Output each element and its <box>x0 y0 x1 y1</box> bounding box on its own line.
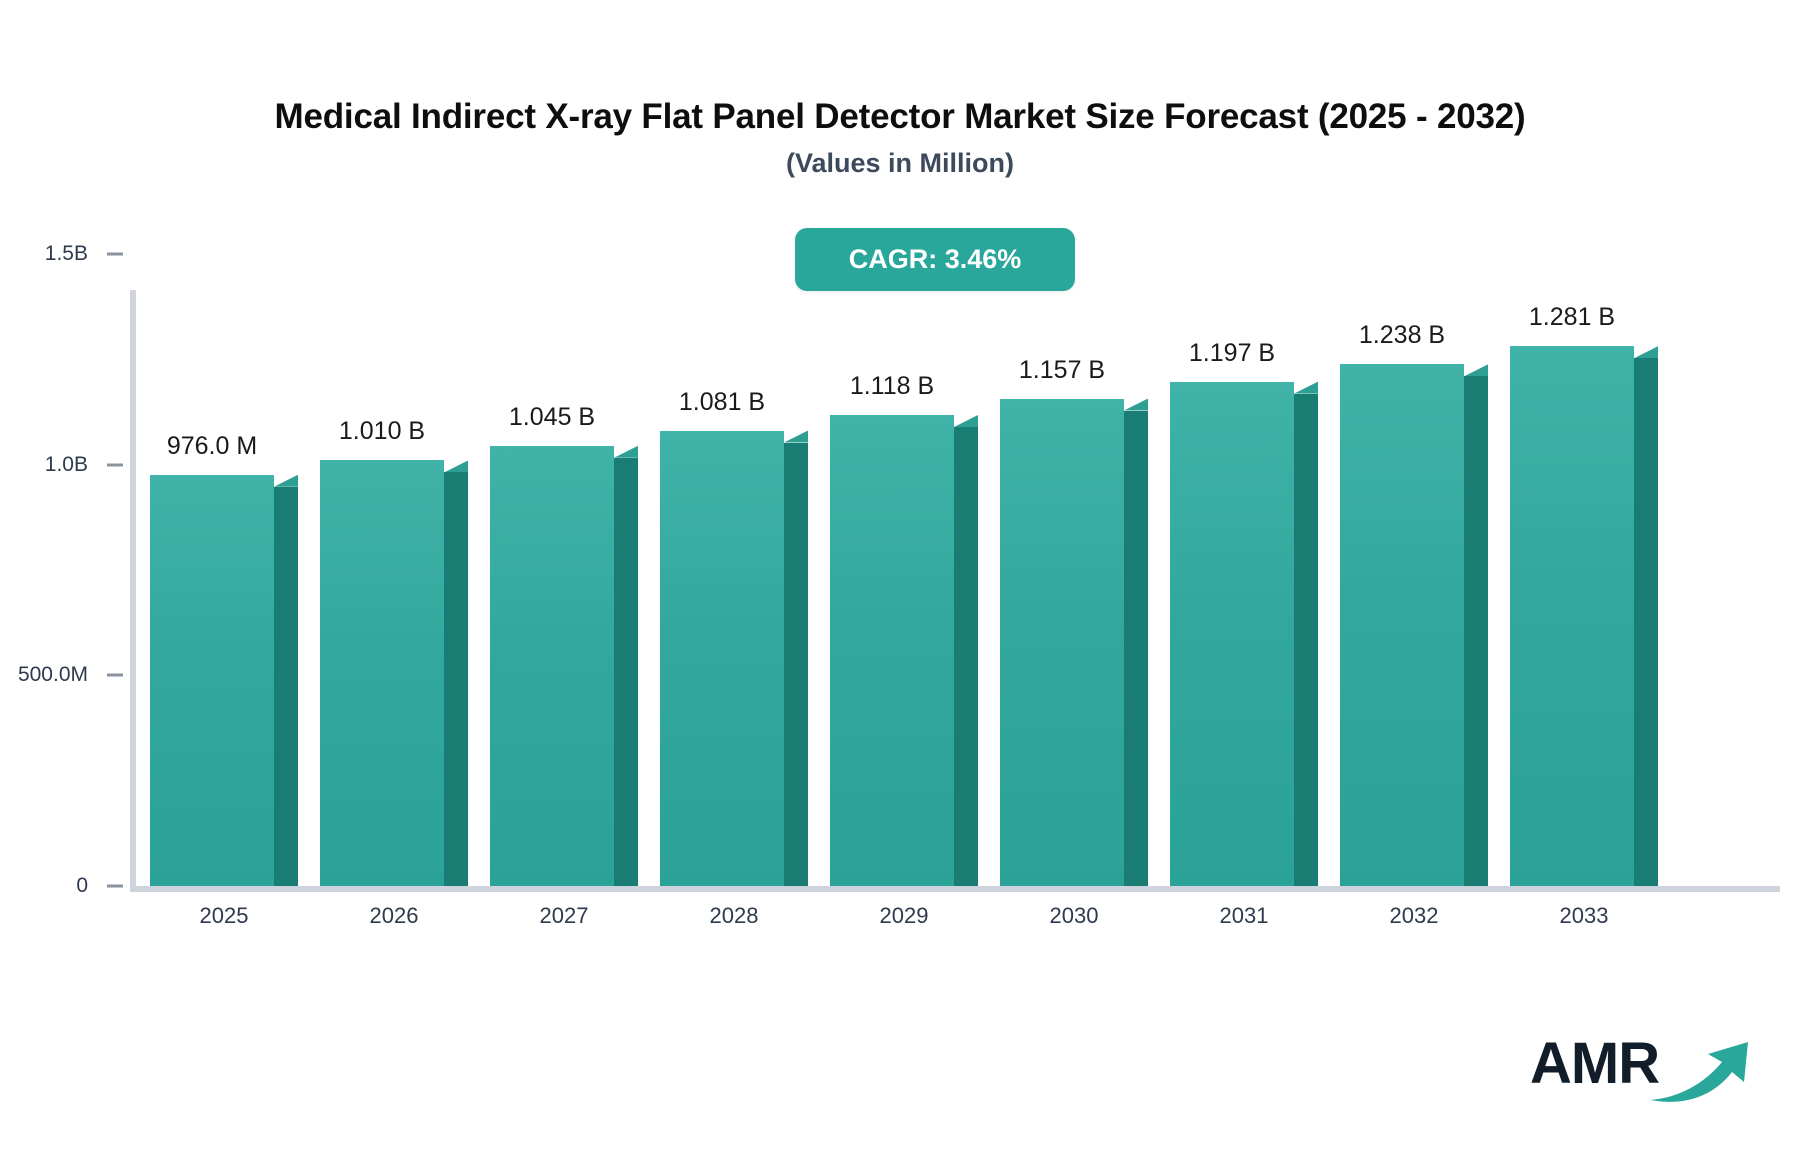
bar-value-label: 1.010 B <box>338 417 426 446</box>
bar-column[interactable]: 1.118 B <box>830 372 978 886</box>
bar-top-bevel <box>1294 381 1318 394</box>
bar-value-label: 1.281 B <box>1528 303 1616 332</box>
y-axis-tick-label: 1.0B <box>44 452 88 476</box>
bar-value-label: 1.238 B <box>1358 321 1446 350</box>
bar-side-face <box>614 457 638 886</box>
chart-title: Medical Indirect X-ray Flat Panel Detect… <box>274 97 1526 136</box>
bar-face <box>1000 398 1124 886</box>
bar-top-bevel <box>274 474 298 487</box>
bar-face <box>490 445 614 886</box>
bar-value-label: 976.0 M <box>166 431 258 460</box>
bar-side-face <box>1634 358 1658 886</box>
x-axis-tick-label: 2031 <box>1219 903 1269 928</box>
bar-value-label: 1.157 B <box>1018 355 1106 384</box>
y-axis-tick-mark <box>107 463 123 467</box>
cagr-badge: CAGR: 3.46% <box>795 228 1075 291</box>
bar-column[interactable]: 1.238 B <box>1340 321 1488 886</box>
bar-face <box>660 430 784 886</box>
cagr-badge-label: CAGR: 3.46% <box>848 244 1022 274</box>
x-axis-line <box>130 886 1780 892</box>
bar-top-bevel <box>1634 346 1658 359</box>
y-axis-tick-label: 0 <box>76 874 88 897</box>
y-axis-line <box>130 290 136 890</box>
bar-side-face <box>1294 393 1318 886</box>
x-axis-tick-label: 2025 <box>199 903 249 928</box>
bar-top-bevel <box>614 445 638 458</box>
x-axis-tick-label: 2029 <box>879 903 929 928</box>
y-axis-tick-mark <box>107 884 123 888</box>
bar-top-bevel <box>954 414 978 427</box>
y-axis-tick-label: 1.5B <box>44 242 88 265</box>
bar-top-bevel <box>1464 364 1488 377</box>
bar-column[interactable]: 1.281 B <box>1510 303 1658 886</box>
bar-side-face <box>784 442 808 886</box>
bar-column[interactable]: 1.045 B <box>490 403 638 886</box>
x-axis-tick-label: 2032 <box>1389 903 1439 928</box>
chart-plot-area: 0 500.0M 1.0B 1.5B 976.0 M 1.010 B 1.045 B 1.0… <box>17 242 1780 928</box>
bar-side-face <box>954 426 978 886</box>
bar-side-face <box>274 486 298 886</box>
x-axis-tick-label: 2028 <box>709 903 759 928</box>
growth-arrow-icon <box>1648 1036 1758 1111</box>
amr-wordmark: AMR <box>1530 1031 1660 1096</box>
bar-column[interactable]: 1.010 B <box>320 417 468 886</box>
bar-value-label: 1.197 B <box>1188 338 1276 367</box>
bar-top-bevel <box>784 430 808 443</box>
x-axis-tick-label: 2030 <box>1049 903 1099 928</box>
bar-face <box>320 460 444 886</box>
bar-column[interactable]: 1.081 B <box>660 388 808 886</box>
bar-value-label: 1.118 B <box>849 371 935 400</box>
x-axis-tick-label: 2033 <box>1559 903 1609 928</box>
x-axis-tick-label: 2026 <box>369 903 419 928</box>
bar-top-bevel <box>1124 398 1148 411</box>
bar-face <box>1510 346 1634 886</box>
y-axis-tick-mark <box>107 673 123 677</box>
bar-side-face <box>444 472 468 886</box>
amr-logo: AMR <box>1530 1030 1760 1110</box>
bar-value-label: 1.081 B <box>678 387 766 416</box>
bar-top-bevel <box>444 460 468 473</box>
x-axis-tick-label: 2027 <box>539 903 589 928</box>
y-axis-tick-mark <box>107 252 123 256</box>
bar-side-face <box>1124 410 1148 886</box>
bar-face <box>1170 381 1294 886</box>
bar-column[interactable]: 1.197 B <box>1170 339 1318 886</box>
bar-side-face <box>1464 376 1488 886</box>
bar-column[interactable]: 976.0 M <box>150 432 298 886</box>
bar-face <box>1340 364 1464 886</box>
bar-face <box>150 474 274 886</box>
chart-subtitle: (Values in Million) <box>785 148 1015 178</box>
bar-column[interactable]: 1.157 B <box>1000 356 1148 886</box>
bar-face <box>830 414 954 886</box>
y-axis-tick-label: 500.0M <box>17 663 88 687</box>
bar-value-label: 1.045 B <box>508 402 596 431</box>
